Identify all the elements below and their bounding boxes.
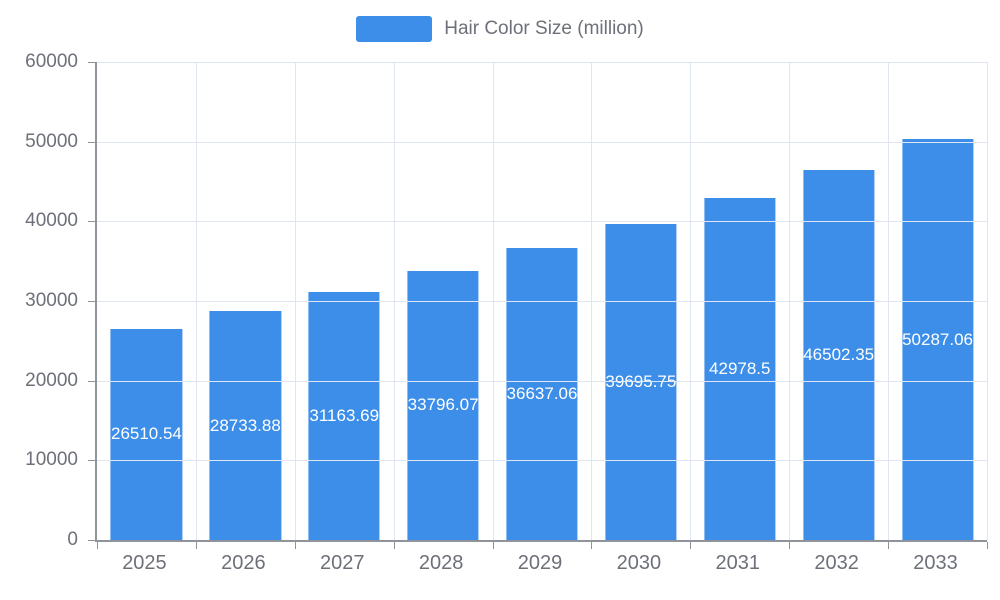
x-axis-tick-label-2031: 2031 <box>715 552 761 574</box>
legend-item[interactable]: Hair Color Size (million) <box>356 16 644 42</box>
y-axis-labels: 0 10000 20000 30000 40000 50000 60000 <box>0 51 86 550</box>
x-axis-tick-label-2030: 2030 <box>616 552 662 574</box>
y-axis-tick <box>88 141 95 143</box>
x-axis-tick-label-2032: 2032 <box>814 552 859 574</box>
y-axis-tick-label: 40000 <box>25 210 78 232</box>
gridline-horizontal <box>97 301 987 302</box>
x-axis-tick <box>195 542 197 549</box>
bar-2026[interactable]: 28733.88 <box>209 311 281 540</box>
x-axis-tick-label-2033: 2033 <box>913 552 958 574</box>
x-axis-tick <box>789 542 791 549</box>
bar-value-label: 31163.69 <box>309 405 380 425</box>
gridline-vertical <box>789 62 791 540</box>
gridline-vertical <box>591 62 593 540</box>
x-axis-tick <box>492 542 494 549</box>
gridline-horizontal <box>97 62 987 63</box>
gridline-horizontal <box>97 460 987 462</box>
plot-area: 26510.54 28733.88 31163.69 33796.07 36637.06… <box>88 62 988 549</box>
y-axis-tick <box>88 380 95 382</box>
bar-2028[interactable]: 33796.07 <box>407 270 479 540</box>
legend-swatch-icon <box>356 16 433 42</box>
gridline-vertical <box>690 62 692 540</box>
bar-2029[interactable]: 36637.06 <box>506 248 578 540</box>
gridline-horizontal <box>97 141 987 143</box>
bar-value-label: 50287.06 <box>902 329 973 349</box>
chart-legend: Hair Color Size (million) <box>0 16 1000 42</box>
y-axis-tick <box>88 460 95 462</box>
gridline-vertical <box>987 62 988 540</box>
gridline-horizontal <box>97 221 987 223</box>
y-axis-tick-label: 50000 <box>25 130 78 152</box>
legend-label: Hair Color Size (million) <box>444 18 644 39</box>
x-axis-tick <box>294 542 296 549</box>
x-axis-labels: 2025 2026 2027 2028 2029 2030 2031 2032 2033 <box>95 552 985 582</box>
bar-2031[interactable]: 42978.5 <box>704 197 776 540</box>
y-axis-tick-label: 20000 <box>25 369 78 391</box>
bar-value-label: 39695.75 <box>605 371 677 391</box>
gridline-vertical <box>294 62 296 540</box>
x-axis-tick-label-2027: 2027 <box>319 552 365 574</box>
bar-value-label: 26510.54 <box>110 424 182 444</box>
bar-value-label: 33796.07 <box>407 395 479 415</box>
y-axis-tick <box>88 221 95 223</box>
bars-layer: 26510.54 28733.88 31163.69 33796.07 36637.06… <box>97 62 987 540</box>
y-axis-tick-label: 10000 <box>25 449 78 471</box>
bar-2033[interactable]: 50287.06 <box>901 139 974 540</box>
y-axis-tick <box>88 540 95 541</box>
gridline-vertical <box>393 62 395 540</box>
x-axis-tick <box>591 542 593 549</box>
gridline-vertical <box>888 62 890 540</box>
x-axis-tick <box>97 542 98 549</box>
y-axis-tick-label: 30000 <box>25 290 78 311</box>
bar-value-label: 36637.06 <box>506 384 578 404</box>
x-axis-tick <box>393 542 395 549</box>
x-axis-tick-label-2025: 2025 <box>122 552 167 574</box>
y-axis-tick <box>88 301 95 302</box>
y-axis-tick <box>88 62 95 63</box>
gridline-vertical <box>492 62 494 540</box>
x-axis-tick <box>690 542 692 549</box>
bar-value-label: 42978.5 <box>709 358 771 378</box>
bar-value-label: 46502.35 <box>803 344 875 364</box>
y-axis-tick-label: 0 <box>67 529 78 550</box>
gridline-horizontal <box>97 380 987 382</box>
bar-2032[interactable]: 46502.35 <box>803 169 875 540</box>
x-axis-tick-label-2026: 2026 <box>221 552 266 574</box>
x-axis-tick-label-2029: 2029 <box>517 552 563 574</box>
bar-value-label: 28733.88 <box>209 415 281 435</box>
bar-2027[interactable]: 31163.69 <box>308 291 380 540</box>
x-axis-tick <box>987 542 988 549</box>
x-axis-tick-label-2028: 2028 <box>418 552 464 574</box>
x-axis-tick <box>888 542 890 549</box>
bar-2030[interactable]: 39695.75 <box>605 223 677 540</box>
bar-2025[interactable]: 26510.54 <box>110 328 183 540</box>
gridline-vertical <box>195 62 197 540</box>
y-axis-tick-label: 60000 <box>25 51 78 72</box>
